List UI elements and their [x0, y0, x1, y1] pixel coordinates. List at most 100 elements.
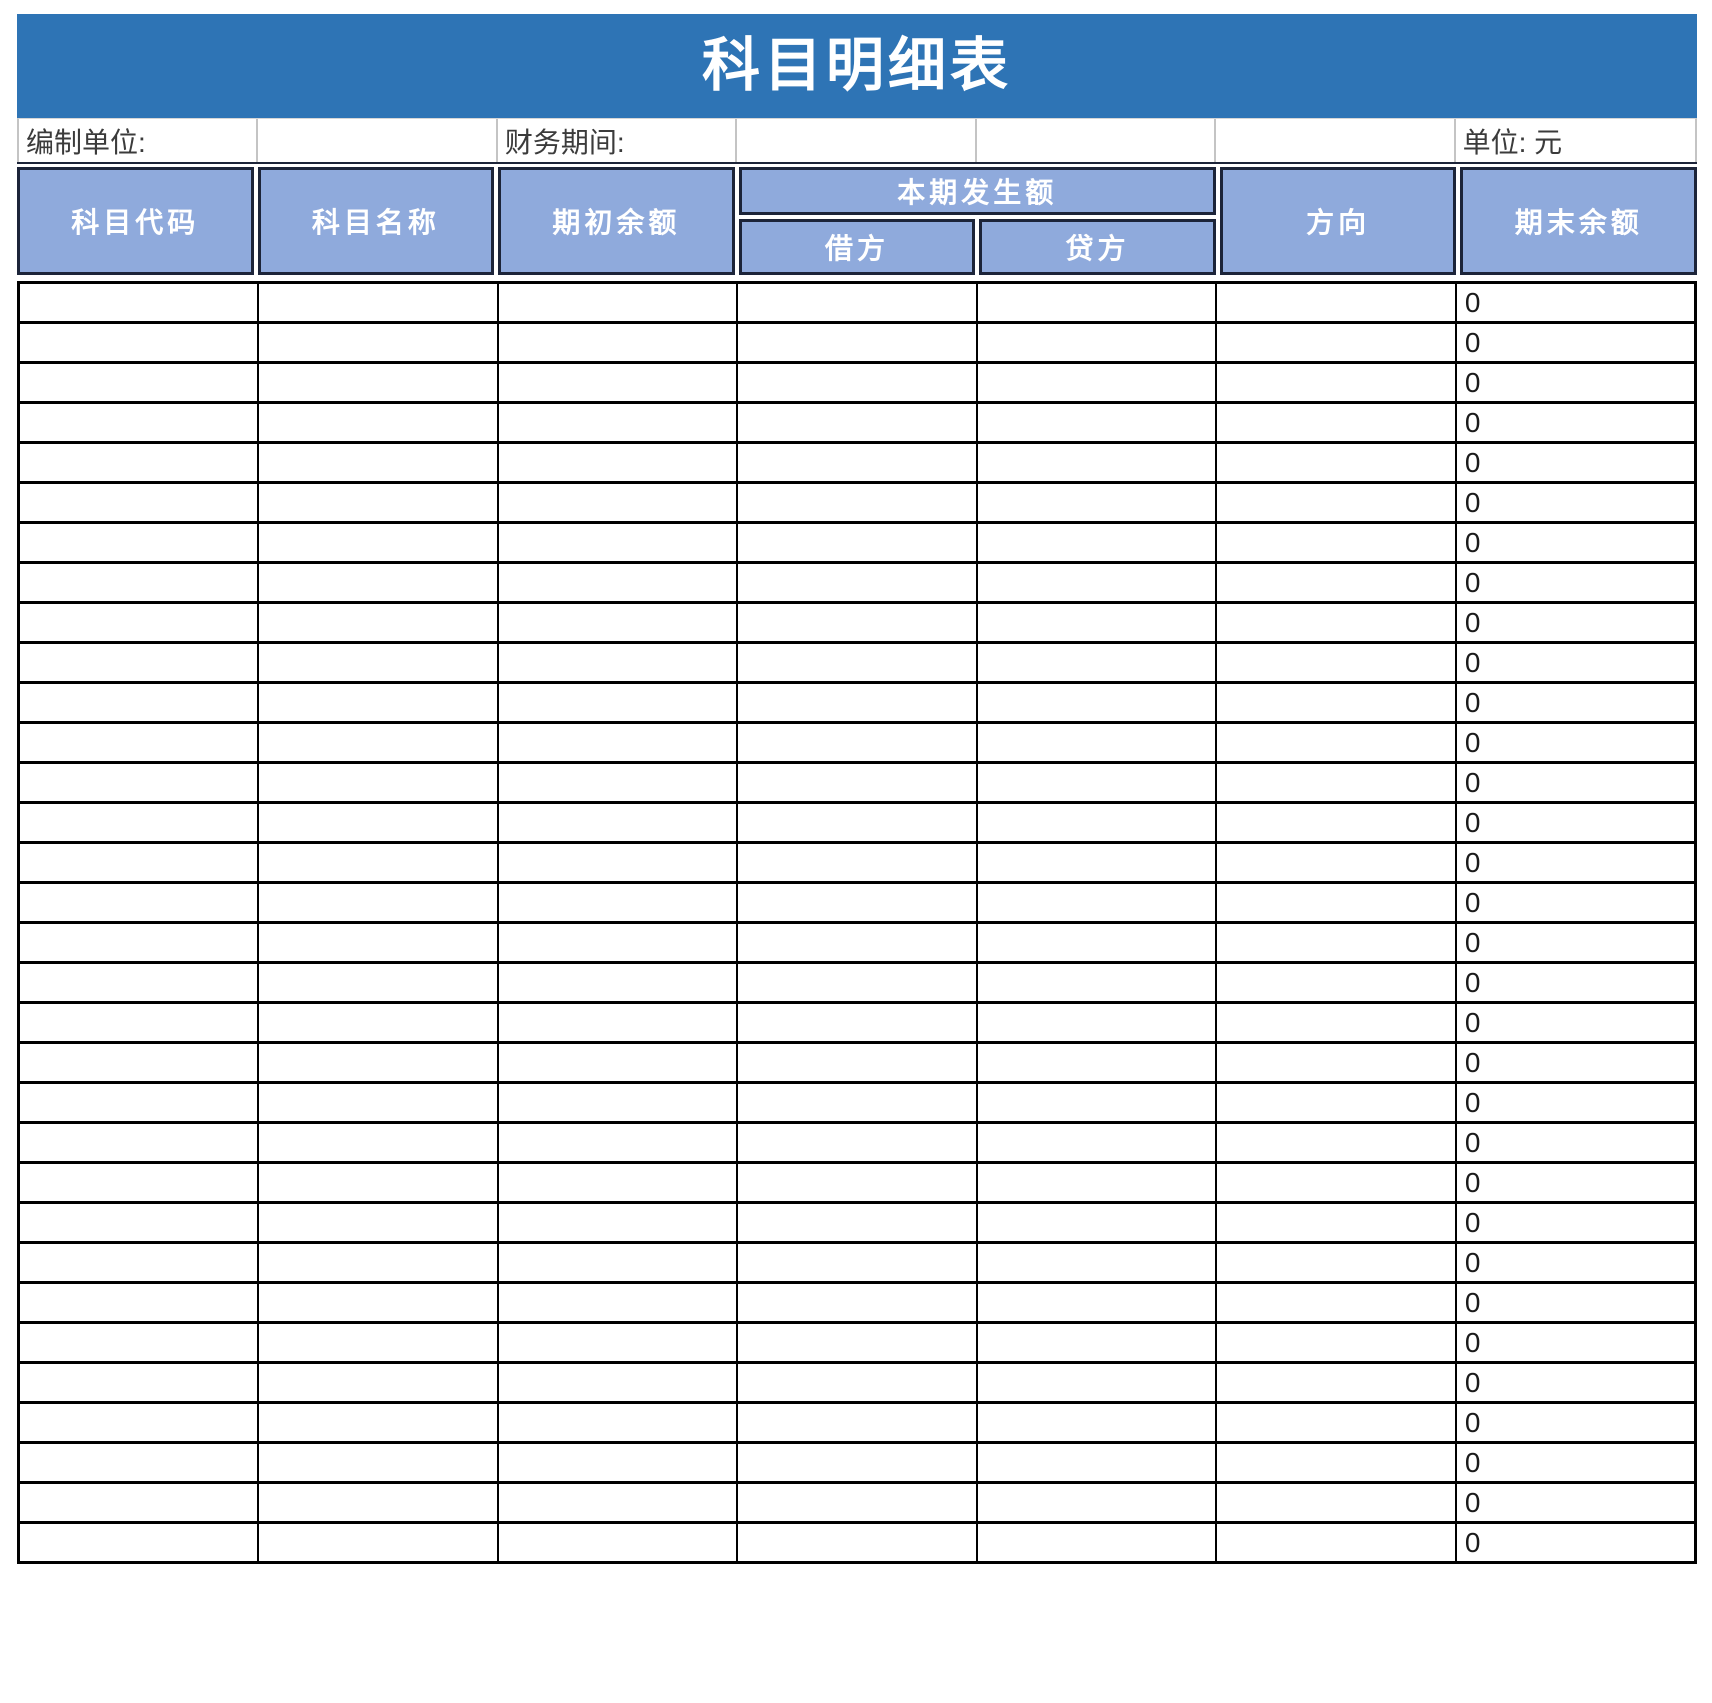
cell-direction[interactable] [1215, 721, 1457, 764]
cell-ending-balance[interactable]: 0 [1454, 561, 1697, 604]
cell-opening-balance[interactable] [496, 1441, 739, 1484]
cell-credit[interactable] [975, 1201, 1218, 1244]
cell-opening-balance[interactable] [496, 1361, 739, 1404]
cell-direction[interactable] [1215, 921, 1457, 964]
cell-debit[interactable] [736, 1441, 978, 1484]
cell-debit[interactable] [736, 761, 978, 804]
cell-name[interactable] [257, 281, 499, 324]
cell-name[interactable] [257, 1001, 499, 1044]
cell-direction[interactable] [1215, 841, 1457, 884]
cell-name[interactable] [257, 721, 499, 764]
cell-code[interactable] [17, 881, 260, 924]
info-empty-cell[interactable] [977, 119, 1217, 162]
cell-opening-balance[interactable] [496, 361, 739, 404]
cell-code[interactable] [17, 1401, 260, 1444]
cell-name[interactable] [257, 1521, 499, 1564]
cell-code[interactable] [17, 601, 260, 644]
cell-direction[interactable] [1215, 961, 1457, 1004]
cell-name[interactable] [257, 561, 499, 604]
cell-opening-balance[interactable] [496, 761, 739, 804]
cell-opening-balance[interactable] [496, 801, 739, 844]
cell-opening-balance[interactable] [496, 961, 739, 1004]
cell-code[interactable] [17, 321, 260, 364]
cell-direction[interactable] [1215, 1241, 1457, 1284]
cell-debit[interactable] [736, 1081, 978, 1124]
cell-code[interactable] [17, 521, 260, 564]
cell-name[interactable] [257, 1321, 499, 1364]
cell-direction[interactable] [1215, 1441, 1457, 1484]
cell-debit[interactable] [736, 841, 978, 884]
cell-code[interactable] [17, 1361, 260, 1404]
cell-name[interactable] [257, 441, 499, 484]
cell-name[interactable] [257, 1081, 499, 1124]
cell-ending-balance[interactable]: 0 [1454, 441, 1697, 484]
cell-debit[interactable] [736, 281, 978, 324]
cell-debit[interactable] [736, 441, 978, 484]
cell-direction[interactable] [1215, 561, 1457, 604]
cell-code[interactable] [17, 361, 260, 404]
cell-credit[interactable] [975, 921, 1218, 964]
cell-code[interactable] [17, 841, 260, 884]
cell-code[interactable] [17, 1201, 260, 1244]
cell-credit[interactable] [975, 321, 1218, 364]
cell-opening-balance[interactable] [496, 641, 739, 684]
cell-ending-balance[interactable]: 0 [1454, 681, 1697, 724]
cell-direction[interactable] [1215, 881, 1457, 924]
cell-credit[interactable] [975, 881, 1218, 924]
cell-credit[interactable] [975, 641, 1218, 684]
cell-credit[interactable] [975, 1361, 1218, 1404]
cell-debit[interactable] [736, 1201, 978, 1244]
cell-ending-balance[interactable]: 0 [1454, 1481, 1697, 1524]
cell-opening-balance[interactable] [496, 601, 739, 644]
cell-code[interactable] [17, 1001, 260, 1044]
cell-name[interactable] [257, 1241, 499, 1284]
cell-debit[interactable] [736, 881, 978, 924]
prepared-by-value-cell[interactable] [258, 119, 498, 162]
cell-direction[interactable] [1215, 761, 1457, 804]
cell-credit[interactable] [975, 1441, 1218, 1484]
cell-credit[interactable] [975, 721, 1218, 764]
cell-ending-balance[interactable]: 0 [1454, 961, 1697, 1004]
cell-credit[interactable] [975, 681, 1218, 724]
cell-name[interactable] [257, 401, 499, 444]
cell-ending-balance[interactable]: 0 [1454, 1001, 1697, 1044]
cell-debit[interactable] [736, 721, 978, 764]
cell-name[interactable] [257, 681, 499, 724]
cell-credit[interactable] [975, 561, 1218, 604]
cell-name[interactable] [257, 1161, 499, 1204]
cell-credit[interactable] [975, 1281, 1218, 1324]
cell-opening-balance[interactable] [496, 1521, 739, 1564]
cell-direction[interactable] [1215, 481, 1457, 524]
cell-code[interactable] [17, 1481, 260, 1524]
cell-code[interactable] [17, 1281, 260, 1324]
cell-opening-balance[interactable] [496, 1001, 739, 1044]
cell-ending-balance[interactable]: 0 [1454, 361, 1697, 404]
cell-opening-balance[interactable] [496, 1201, 739, 1244]
cell-ending-balance[interactable]: 0 [1454, 641, 1697, 684]
cell-direction[interactable] [1215, 601, 1457, 644]
period-value-cell[interactable] [737, 119, 977, 162]
cell-credit[interactable] [975, 481, 1218, 524]
cell-ending-balance[interactable]: 0 [1454, 1361, 1697, 1404]
cell-ending-balance[interactable]: 0 [1454, 1241, 1697, 1284]
cell-ending-balance[interactable]: 0 [1454, 1321, 1697, 1364]
cell-debit[interactable] [736, 401, 978, 444]
cell-opening-balance[interactable] [496, 281, 739, 324]
cell-debit[interactable] [736, 1361, 978, 1404]
cell-direction[interactable] [1215, 1041, 1457, 1084]
cell-debit[interactable] [736, 321, 978, 364]
cell-credit[interactable] [975, 521, 1218, 564]
cell-ending-balance[interactable]: 0 [1454, 1121, 1697, 1164]
cell-credit[interactable] [975, 1001, 1218, 1044]
cell-name[interactable] [257, 881, 499, 924]
cell-credit[interactable] [975, 1481, 1218, 1524]
cell-name[interactable] [257, 801, 499, 844]
cell-direction[interactable] [1215, 641, 1457, 684]
cell-debit[interactable] [736, 1321, 978, 1364]
cell-debit[interactable] [736, 1161, 978, 1204]
cell-credit[interactable] [975, 761, 1218, 804]
cell-name[interactable] [257, 1121, 499, 1164]
cell-name[interactable] [257, 761, 499, 804]
cell-opening-balance[interactable] [496, 881, 739, 924]
cell-code[interactable] [17, 441, 260, 484]
